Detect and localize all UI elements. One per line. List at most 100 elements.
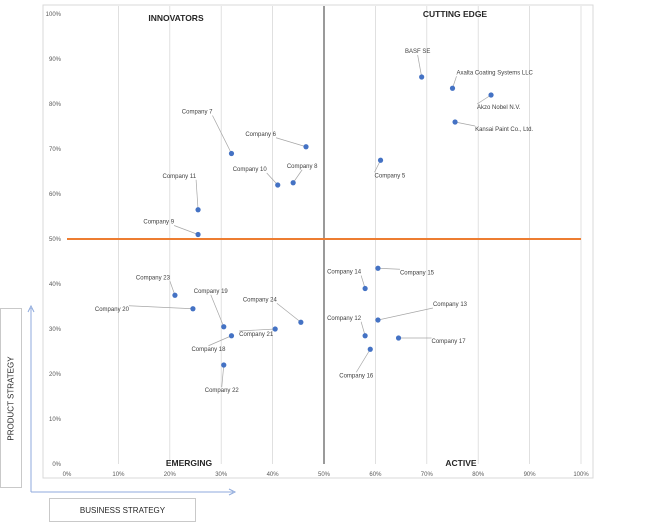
x-axis-title-box: BUSINESS STRATEGY: [49, 498, 196, 522]
data-point: [221, 324, 227, 330]
data-point: [419, 74, 425, 80]
leader-line: [417, 54, 423, 78]
x-tick-label: 50%: [318, 472, 331, 478]
point-label: Company 21: [239, 332, 274, 338]
plot-area-border: [42, 4, 594, 479]
point-label: Company 17: [432, 339, 467, 345]
leader-line: [128, 305, 193, 310]
x-tick-label: 80%: [472, 472, 485, 478]
x-tick-label: 90%: [524, 472, 537, 478]
point-label: Company 12: [327, 316, 362, 322]
leader-line: [195, 179, 199, 210]
x-tick-label: 0%: [63, 472, 72, 478]
point-label: Company 7: [182, 110, 213, 116]
data-point: [275, 182, 281, 188]
data-point: [362, 285, 368, 292]
leader-line: [208, 335, 232, 347]
point-label: Akzo Nobel N.V.: [477, 105, 521, 111]
x-tick-label: 10%: [112, 472, 125, 478]
y-tick-label: 60%: [49, 192, 62, 198]
data-point: [195, 207, 201, 213]
y-tick-label: 50%: [49, 237, 62, 243]
data-point: [375, 317, 381, 323]
point-label: Company 14: [327, 270, 362, 276]
point-labels: BASF SE Axalta Coating Systems LLC Akzo No…: [95, 49, 534, 394]
data-point: [298, 319, 304, 325]
x-tick-label: 30%: [215, 472, 228, 478]
data-point: [195, 231, 201, 238]
point-label: Company 18: [191, 347, 226, 353]
data-point: [272, 326, 278, 332]
leader-line: [266, 172, 278, 186]
data-point: [303, 144, 309, 150]
point-label: Company 20: [95, 307, 130, 313]
leader-line: [173, 225, 199, 235]
y-tick-label: 0%: [52, 462, 61, 468]
data-points: [172, 74, 494, 368]
leader-line: [210, 294, 225, 327]
data-point: [452, 119, 458, 125]
leader-line: [377, 267, 400, 270]
data-point: [375, 265, 381, 271]
point-label: Company 9: [143, 220, 174, 226]
point-label: Company 8: [287, 164, 318, 170]
point-label: Company 16: [339, 373, 374, 379]
point-label: Company 22: [205, 388, 240, 394]
data-point: [488, 92, 494, 98]
leader-line: [239, 328, 276, 332]
point-label: Company 19: [194, 289, 229, 295]
point-label: Company 13: [433, 302, 468, 308]
y-tick-label: 20%: [49, 372, 62, 378]
tick-labels: 0% 10% 20% 30% 40% 50% 60% 70% 80% 90% 100% 0% 10% 20…: [46, 12, 590, 478]
data-point: [172, 292, 178, 298]
leader-line: [212, 115, 232, 154]
point-label: Company 23: [136, 275, 171, 281]
y-tick-label: 100%: [46, 12, 62, 18]
x-tick-label: 70%: [421, 472, 434, 478]
x-axis-title: BUSINESS STRATEGY: [79, 505, 166, 515]
point-label: BASF SE: [405, 49, 430, 55]
y-tick-label: 40%: [49, 282, 62, 288]
point-label: Company 11: [162, 174, 196, 180]
y-axis-arrowhead: [27, 304, 35, 313]
leader-line: [276, 302, 302, 323]
x-tick-label: 60%: [369, 472, 382, 478]
x-tick-label: 100%: [573, 472, 589, 478]
data-point: [367, 346, 373, 352]
data-point: [228, 333, 235, 339]
point-label: Company 6: [245, 132, 276, 138]
data-point: [449, 85, 456, 91]
leader-line: [221, 364, 225, 388]
point-label: Company 24: [243, 297, 278, 303]
y-axis-title: PRODUCT STRATEGY: [6, 355, 16, 441]
leader-line: [275, 137, 307, 148]
data-point: [395, 335, 402, 341]
y-tick-label: 10%: [49, 417, 62, 423]
y-tick-label: 80%: [49, 102, 62, 108]
quadrant-label-active: ACTIVE: [445, 458, 477, 468]
leader-line: [355, 349, 371, 373]
point-label: Company 5: [375, 173, 406, 179]
y-tick-label: 90%: [49, 57, 62, 63]
data-point: [362, 333, 368, 339]
x-tick-label: 40%: [267, 472, 280, 478]
data-point: [377, 157, 384, 163]
quadrant-label-cutting-edge: CUTTING EDGE: [423, 9, 488, 19]
point-label: Axalta Coating Systems LLC: [457, 70, 534, 76]
x-tick-label: 20%: [164, 472, 177, 478]
data-point: [228, 150, 235, 157]
y-axis-title-box: PRODUCT STRATEGY: [0, 308, 22, 488]
point-label: Company 15: [400, 270, 435, 276]
x-axis-arrowhead: [228, 488, 237, 496]
quadrant-label-emerging: EMERGING: [166, 458, 213, 468]
point-label: Kansai Paint Co., Ltd.: [475, 127, 533, 133]
gridlines: [118, 6, 582, 464]
leader-line: [377, 307, 434, 321]
data-point: [290, 180, 296, 186]
leader-line: [476, 94, 492, 105]
leader-line: [455, 121, 476, 127]
data-point: [190, 306, 196, 312]
leader-line: [292, 169, 303, 183]
y-tick-label: 70%: [49, 147, 62, 153]
